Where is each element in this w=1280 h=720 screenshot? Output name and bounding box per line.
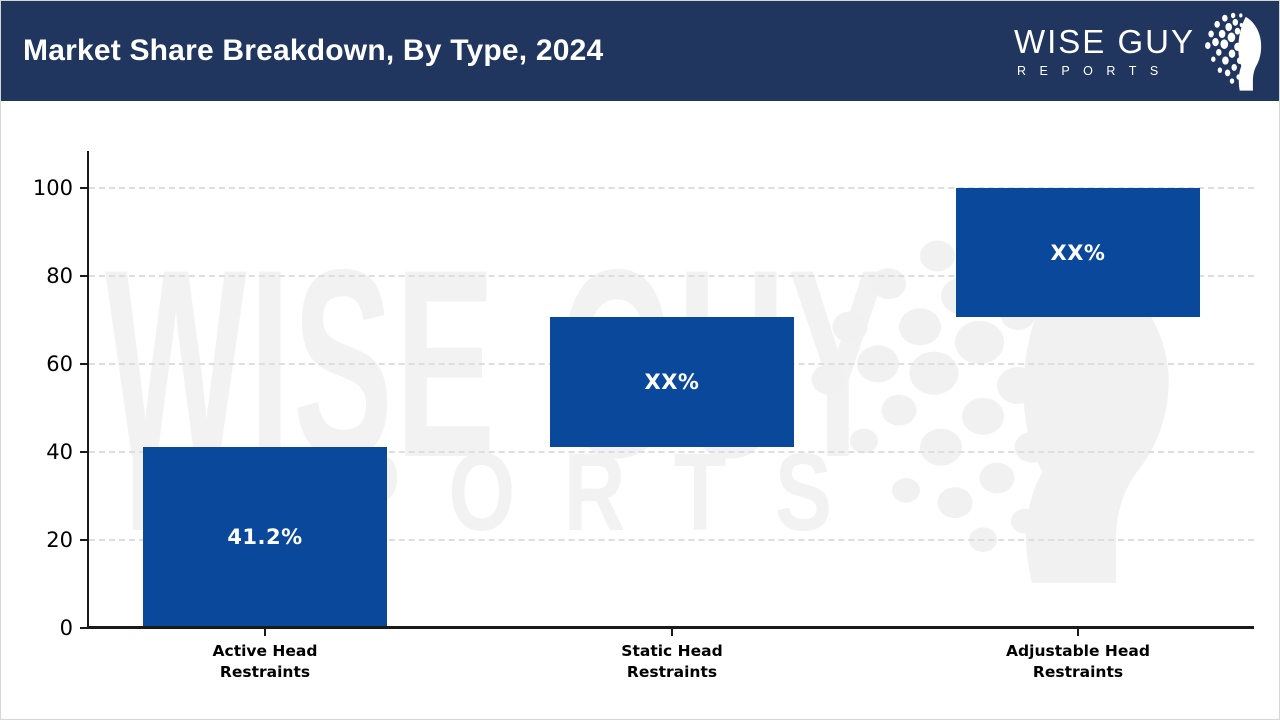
gridline: [89, 275, 1254, 277]
bar-value-label: 41.2%: [227, 525, 303, 550]
y-tick-mark: [80, 539, 89, 541]
x-tick-mark: [1077, 629, 1079, 636]
x-axis-category-label-line: Restraints: [626, 663, 718, 681]
y-tick-mark: [80, 627, 89, 629]
y-tick-label: 40: [46, 440, 73, 464]
x-axis-line: [87, 626, 1254, 629]
logo-subtitle: REPORTS: [1016, 63, 1172, 78]
logo-wordmark: WISE GUY: [1013, 22, 1195, 60]
bar-segment: 41.2%: [143, 446, 387, 628]
x-axis-category-label-line: Adjustable Head: [1006, 642, 1150, 660]
x-tick-mark: [671, 629, 673, 636]
y-tick-label: 100: [32, 176, 73, 200]
x-tick-mark: [264, 629, 266, 636]
gridline: [89, 539, 1254, 541]
y-tick-label: 60: [46, 352, 73, 376]
gridline: [89, 187, 1254, 189]
x-axis-category-label-line: Static Head: [621, 642, 723, 660]
wise-guy-reports-logo: WISE GUY REPORTS: [1014, 10, 1265, 92]
dotted-face-icon: [1205, 12, 1262, 91]
y-tick-mark: [80, 275, 89, 277]
x-axis-category-label-line: Restraints: [219, 663, 311, 681]
y-tick-mark: [80, 363, 89, 365]
y-tick-mark: [80, 451, 89, 453]
bar-segment: XX%: [550, 317, 794, 447]
y-axis-line: [87, 151, 89, 628]
x-axis-category-label: Static Head Restraints: [542, 641, 802, 683]
logo-text: WISE GUY REPORTS: [1014, 25, 1195, 78]
x-axis-category-label: Adjustable Head Restraints: [948, 641, 1208, 683]
y-tick-label: 0: [59, 616, 73, 640]
x-axis-category-label-line: Active Head: [212, 642, 318, 660]
gridline: [89, 451, 1254, 453]
y-tick-label: 20: [46, 528, 73, 552]
bar-value-label: XX%: [644, 370, 700, 395]
x-axis-category-label-line: Restraints: [1032, 663, 1124, 681]
header-bar: Market Share Breakdown, By Type, 2024 WI…: [1, 1, 1279, 101]
page-title: Market Share Breakdown, By Type, 2024: [23, 34, 604, 67]
y-tick-label: 80: [46, 264, 73, 288]
bar-segment: XX%: [956, 188, 1200, 318]
y-tick-mark: [80, 187, 89, 189]
bar-value-label: XX%: [1050, 240, 1106, 265]
x-axis-category-label: Active Head Restraints: [135, 641, 395, 683]
